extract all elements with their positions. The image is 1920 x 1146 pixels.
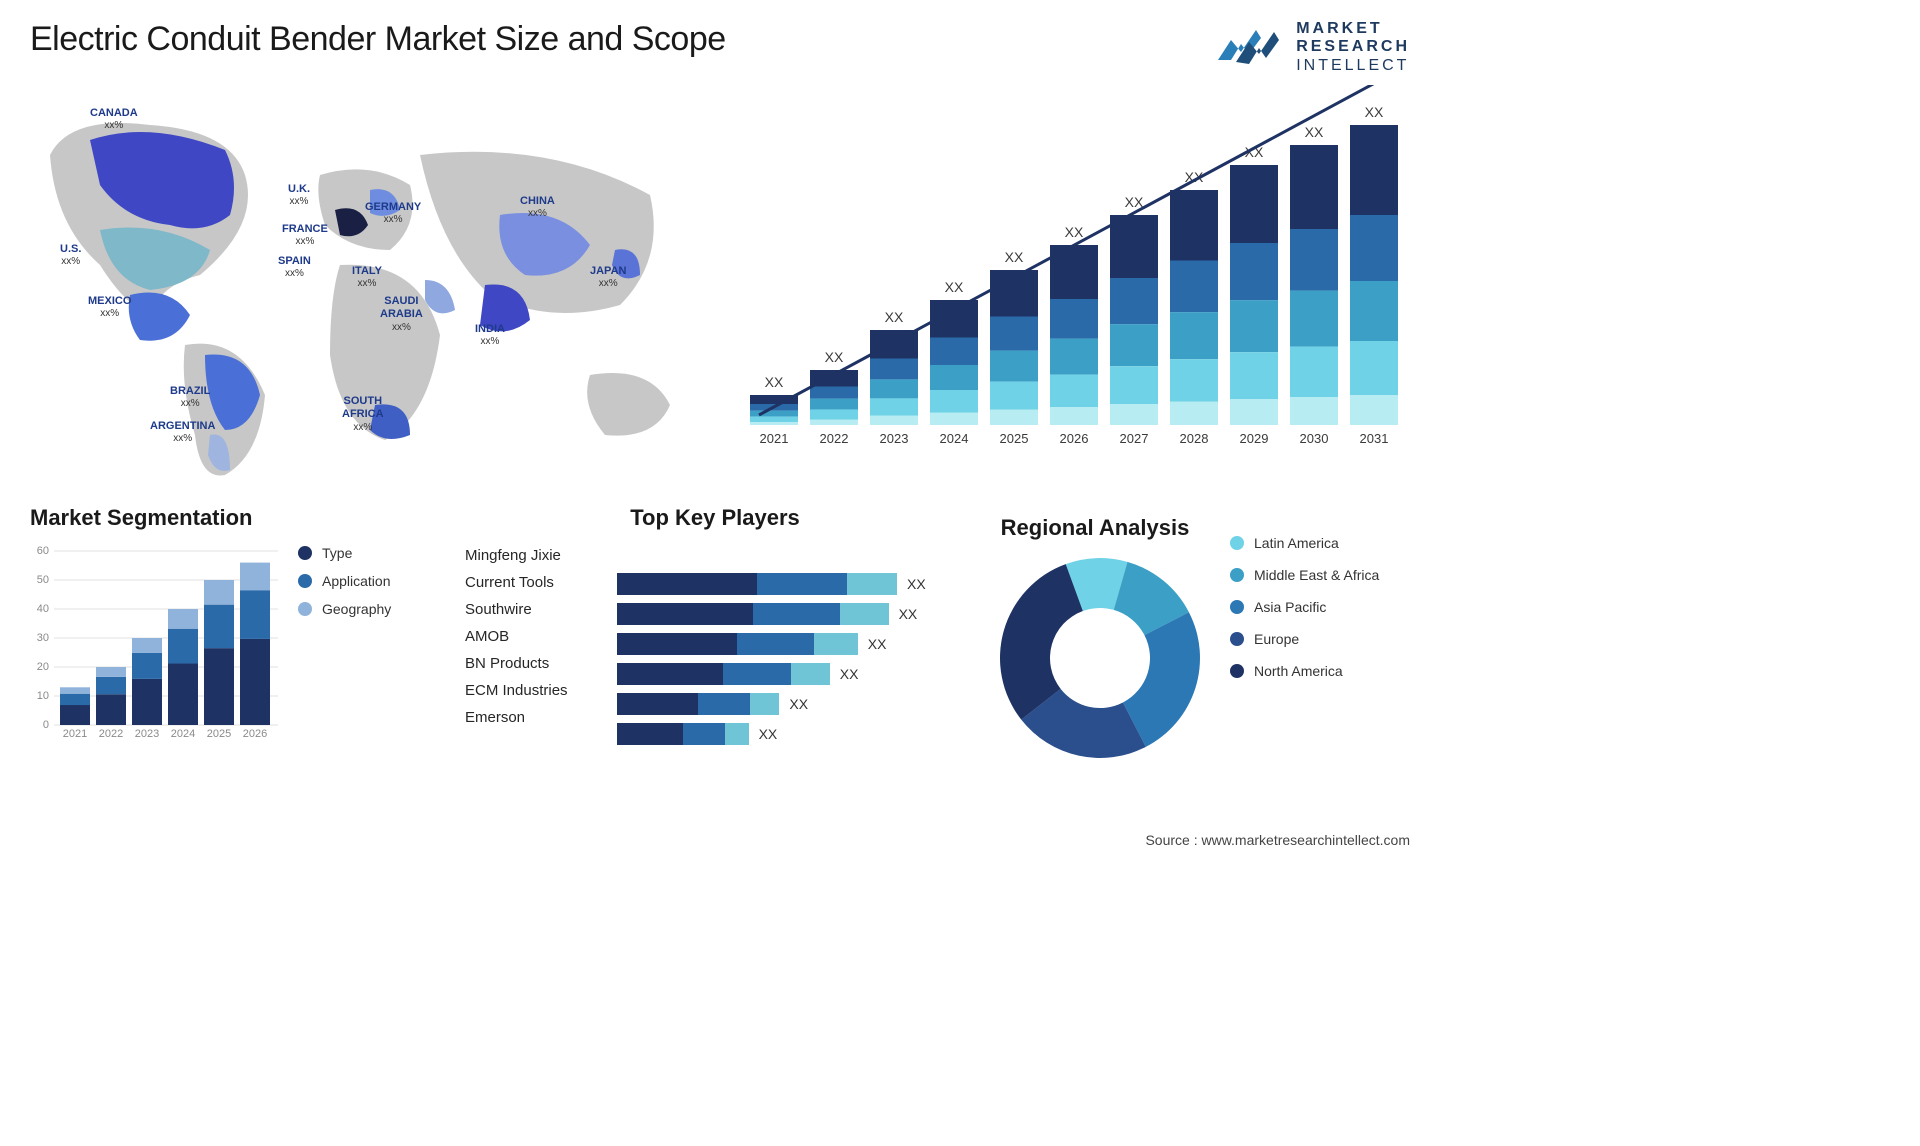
svg-text:XX: XX	[1005, 249, 1024, 265]
svg-text:0: 0	[43, 719, 49, 731]
country-label: SPAINxx%	[278, 255, 311, 280]
svg-text:2022: 2022	[820, 431, 849, 446]
legend-item: Middle East & Africa	[1230, 567, 1410, 583]
player-bar-row: XX	[617, 633, 965, 655]
players-list: Mingfeng Jixie Current Tools Southwire AMOB…	[465, 543, 605, 726]
players-title: Top Key Players	[465, 505, 965, 531]
player-name: Emerson	[465, 709, 605, 726]
country-label: CANADAxx%	[90, 107, 138, 132]
legend-item: Application	[298, 573, 440, 589]
svg-text:10: 10	[37, 690, 49, 702]
svg-text:XX: XX	[1365, 104, 1384, 120]
player-bar-row: XX	[617, 693, 965, 715]
players-bars: XX XX XX XX XX XX	[617, 543, 965, 745]
svg-text:60: 60	[37, 545, 49, 557]
page-title: Electric Conduit Bender Market Size and …	[30, 20, 726, 59]
regional-title: Regional Analysis	[980, 515, 1210, 541]
country-label: ITALYxx%	[352, 265, 382, 290]
growth-chart-svg: 2021 XX 2022 XX 2023 XX 2024 XX 2025 XX 2026 XX 2027…	[730, 85, 1430, 465]
svg-text:XX: XX	[1305, 124, 1324, 140]
legend-item: North America	[1230, 663, 1410, 679]
svg-text:XX: XX	[825, 349, 844, 365]
svg-text:2025: 2025	[1000, 431, 1029, 446]
segmentation-chart: 0 10 20 30 40 50 60 2021 2022 2023 2024 2025 2026	[30, 543, 280, 743]
svg-text:30: 30	[37, 632, 49, 644]
brand-logo: MARKET RESEARCH INTELLECT	[1216, 20, 1410, 75]
svg-text:2029: 2029	[1240, 431, 1269, 446]
logo-icon	[1216, 20, 1286, 75]
country-label: CHINAxx%	[520, 195, 555, 220]
legend-item: Type	[298, 545, 440, 561]
svg-text:2023: 2023	[135, 728, 159, 740]
player-name: Mingfeng Jixie	[465, 547, 605, 564]
source-attribution: Source : www.marketresearchintellect.com	[1145, 832, 1410, 848]
country-label: U.S.xx%	[60, 243, 81, 268]
legend-item: Europe	[1230, 631, 1410, 647]
player-bar-row: XX	[617, 573, 965, 595]
country-label: GERMANYxx%	[365, 201, 421, 226]
segmentation-panel: Market Segmentation 0 10 20 30 40 50 60 2021 202…	[30, 505, 440, 768]
country-label: INDIAxx%	[475, 323, 505, 348]
country-label: MEXICOxx%	[88, 295, 131, 320]
country-label: JAPANxx%	[590, 265, 626, 290]
svg-text:2027: 2027	[1120, 431, 1149, 446]
player-bar-row: XX	[617, 663, 965, 685]
world-map: CANADAxx% U.S.xx% MEXICOxx% BRAZILxx% ARGENT…	[30, 85, 710, 485]
svg-text:XX: XX	[885, 309, 904, 325]
player-name: Current Tools	[465, 574, 605, 591]
legend-item: Latin America	[1230, 535, 1410, 551]
player-name: AMOB	[465, 628, 605, 645]
player-name: Southwire	[465, 601, 605, 618]
segmentation-title: Market Segmentation	[30, 505, 280, 531]
logo-text: MARKET RESEARCH INTELLECT	[1296, 20, 1410, 75]
player-bar-row: XX	[617, 723, 965, 745]
svg-text:2024: 2024	[940, 431, 969, 446]
player-bar-row: XX	[617, 603, 965, 625]
country-label: U.K.xx%	[288, 183, 310, 208]
legend-item: Geography	[298, 601, 440, 617]
svg-text:2026: 2026	[243, 728, 267, 740]
players-panel: Top Key Players Mingfeng Jixie Current To…	[465, 505, 965, 768]
svg-text:2023: 2023	[880, 431, 909, 446]
svg-text:XX: XX	[945, 279, 964, 295]
regional-legend: Latin America Middle East & Africa Asia Pa…	[1230, 505, 1410, 768]
country-label: ARGENTINAxx%	[150, 420, 215, 445]
svg-text:2021: 2021	[760, 431, 789, 446]
player-name: BN Products	[465, 655, 605, 672]
country-label: BRAZILxx%	[170, 385, 210, 410]
country-label: SOUTH AFRICAxx%	[342, 395, 384, 433]
legend-item: Asia Pacific	[1230, 599, 1410, 615]
svg-text:2030: 2030	[1300, 431, 1329, 446]
segmentation-legend: Type Application Geography	[298, 505, 440, 768]
regional-donut	[990, 553, 1210, 763]
svg-text:20: 20	[37, 661, 49, 673]
svg-text:2024: 2024	[171, 728, 195, 740]
svg-text:XX: XX	[765, 374, 784, 390]
player-name: ECM Industries	[465, 682, 605, 699]
svg-text:2026: 2026	[1060, 431, 1089, 446]
svg-text:50: 50	[37, 574, 49, 586]
svg-text:2022: 2022	[99, 728, 123, 740]
svg-text:2031: 2031	[1360, 431, 1389, 446]
country-label: SAUDI ARABIAxx%	[380, 295, 423, 333]
svg-text:2021: 2021	[63, 728, 87, 740]
regional-panel: Regional Analysis Latin AmericaMiddle Ea…	[990, 505, 1410, 768]
country-label: FRANCExx%	[282, 223, 328, 248]
svg-text:XX: XX	[1065, 224, 1084, 240]
svg-text:2028: 2028	[1180, 431, 1209, 446]
svg-text:40: 40	[37, 603, 49, 615]
growth-chart: 2021 XX 2022 XX 2023 XX 2024 XX 2025 XX 2026 XX 2027…	[730, 85, 1430, 465]
svg-text:2025: 2025	[207, 728, 231, 740]
